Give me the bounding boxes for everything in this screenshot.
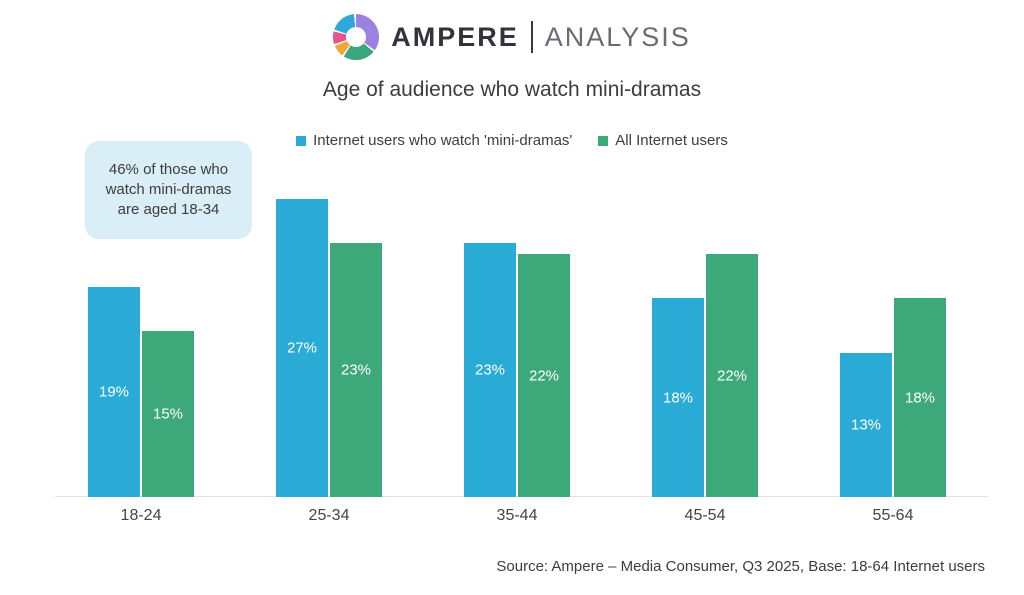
bar-18-24-series-1: 15% (142, 331, 194, 497)
bar-value-label: 23% (474, 361, 506, 379)
bar-35-44-series-0: 23% (464, 243, 516, 497)
bar-group-18-24: 19% 15% 18-24 (88, 155, 194, 524)
bar-25-34-series-1: 23% (330, 243, 382, 497)
category-label-35-44: 35-44 (496, 507, 538, 524)
legend-item-all-users: All Internet users (598, 132, 728, 149)
category-label-55-64: 55-64 (872, 507, 914, 524)
bar-55-64-series-1: 18% (894, 298, 946, 497)
brand-suffix: ANALYSIS (544, 21, 691, 52)
bar-value-label: 19% (98, 383, 130, 401)
annotation-line: 46% of those who (108, 161, 229, 178)
bar-value-label: 22% (716, 367, 748, 384)
bar-group-35-44: 23% 22% 35-44 (464, 155, 570, 524)
legend-swatch-all-users (598, 135, 609, 146)
donut-hole (346, 27, 367, 47)
category-label-18-24: 18-24 (120, 507, 162, 524)
bar-value-label: 22% (528, 367, 560, 384)
category-label-25-34: 25-34 (308, 507, 350, 524)
bar-value-label: 13% (850, 416, 882, 434)
bar-value-label: 18% (662, 389, 694, 406)
logo: AMPERE ANALYSIS (0, 12, 1024, 62)
bar-45-54-series-1: 22% (706, 254, 758, 497)
chart-title: Age of audience who watch mini-dramas (322, 78, 702, 101)
brand-separator (530, 21, 533, 53)
ampere-donut-logo-icon (333, 14, 380, 60)
source-note: Source: Ampere – Media Consumer, Q3 2025… (496, 558, 985, 575)
legend-label-watchers: Internet users who watch 'mini-dramas' (313, 132, 573, 149)
bar-45-54-series-0: 18% (652, 298, 704, 497)
annotation-line: watch mini-dramas (105, 181, 232, 198)
legend-swatch-watchers (296, 135, 307, 146)
bar-group-25-34: 27% 23% 25-34 (276, 155, 382, 524)
legend-item-watchers: Internet users who watch 'mini-dramas' (296, 132, 572, 149)
bar-55-64-series-0: 13% (840, 353, 892, 497)
bar-value-label: 23% (340, 361, 372, 379)
bar-value-label: 15% (152, 405, 184, 423)
bar-group-45-54: 18% 22% 45-54 (652, 155, 758, 524)
bar-25-34-series-0: 27% (276, 199, 328, 497)
plot-area: 19% 15% 18-24 27% 23% 25-34 23% 22% 35-44 18% 22% 4… (55, 155, 988, 524)
legend-label-all-users: All Internet users (615, 132, 728, 149)
brand-name: AMPERE (391, 21, 519, 52)
bar-18-24-series-0: 19% (88, 287, 140, 497)
bar-35-44-series-1: 22% (518, 254, 570, 497)
bar-value-label: 27% (286, 339, 318, 357)
legend: Internet users who watch 'mini-dramas' A… (0, 132, 1024, 149)
annotation-callout: 46% of those who watch mini-dramas are a… (85, 141, 252, 239)
bar-value-label: 18% (904, 389, 936, 406)
bar-group-55-64: 13% 18% 55-64 (840, 155, 946, 524)
category-label-45-54: 45-54 (684, 507, 726, 524)
annotation-line: are aged 18-34 (117, 201, 220, 218)
